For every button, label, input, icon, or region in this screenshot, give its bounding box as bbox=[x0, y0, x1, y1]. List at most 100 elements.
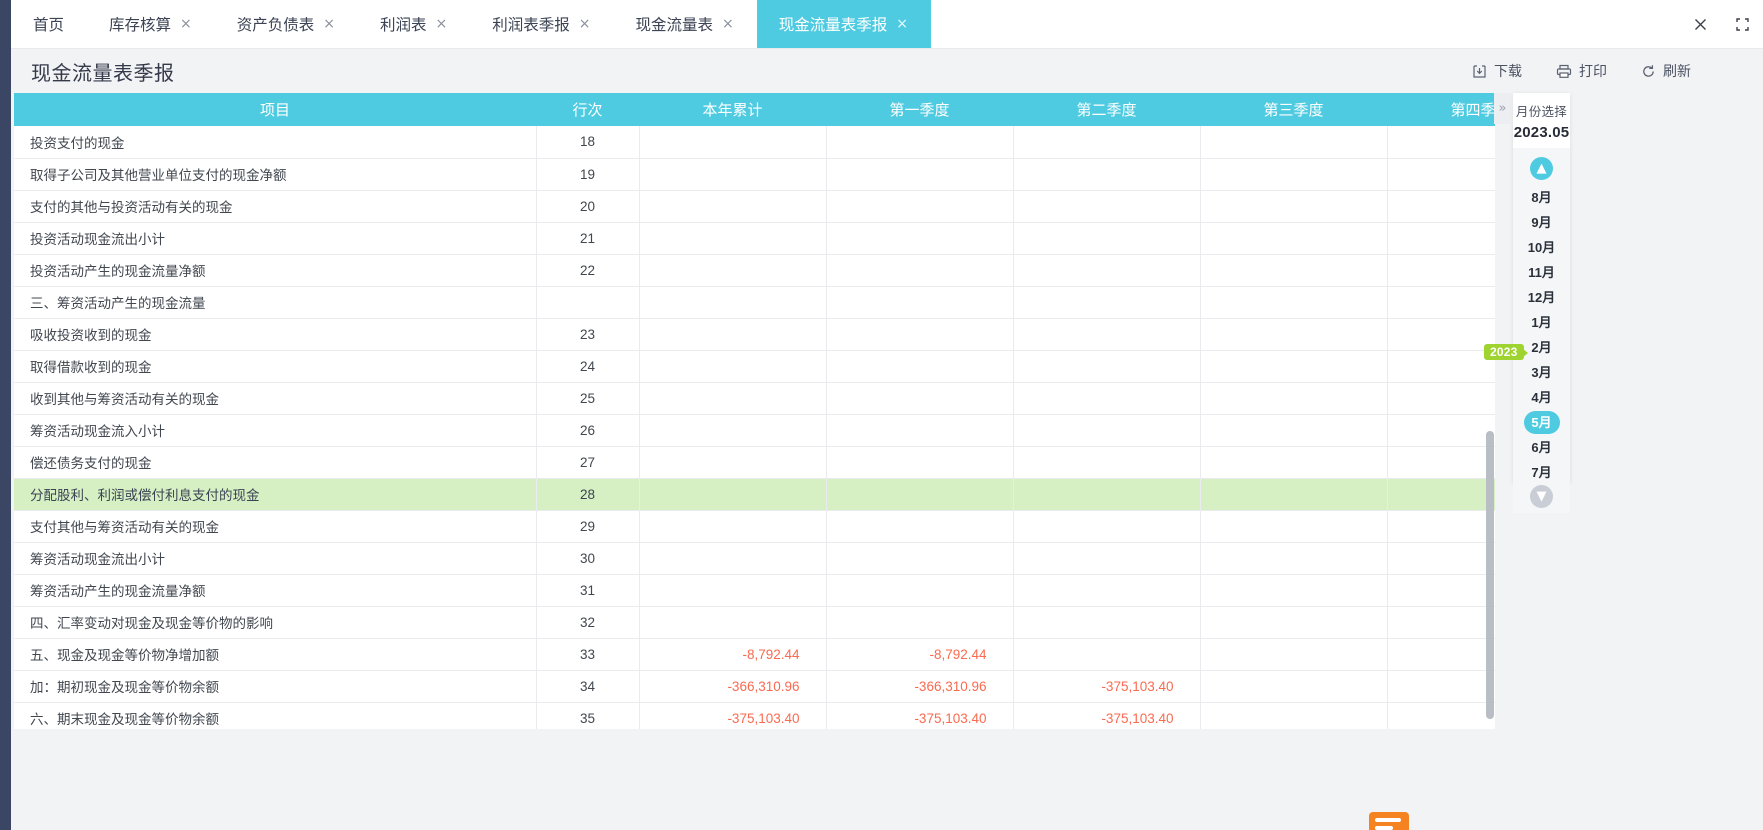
table-row[interactable]: 投资活动现金流出小计 21 bbox=[14, 222, 1495, 255]
tab-close-icon[interactable]: × bbox=[578, 16, 591, 32]
month-item-5月[interactable]: 5月 bbox=[1523, 411, 1560, 434]
cell-q1 bbox=[826, 190, 1014, 223]
table-row[interactable]: 五、现金及现金等价物净增加额 33 -8,792.44 -8,792.44 bbox=[14, 638, 1495, 671]
cell-item: 筹资活动现金流出小计 bbox=[14, 542, 537, 575]
cell-item: 支付其他与筹资活动有关的现金 bbox=[14, 510, 537, 543]
cell-q4 bbox=[1387, 542, 1495, 575]
cell-no: 35 bbox=[536, 702, 640, 729]
tab-label: 资产负债表 bbox=[236, 17, 315, 34]
cell-item: 三、筹资活动产生的现金流量 bbox=[14, 286, 537, 319]
table-row[interactable]: 取得借款收到的现金 24 bbox=[14, 350, 1495, 383]
cell-q3 bbox=[1200, 222, 1388, 255]
tab-5[interactable]: 现金流量表 × bbox=[614, 0, 757, 48]
cell-q4 bbox=[1387, 670, 1495, 703]
tab-4[interactable]: 利润表季报 × bbox=[470, 0, 613, 48]
floating-action-marker[interactable] bbox=[1369, 812, 1409, 830]
tab-close-icon[interactable]: × bbox=[722, 16, 734, 32]
tab-2[interactable]: 资产负债表 × bbox=[215, 0, 358, 48]
cell-q4 bbox=[1387, 638, 1495, 671]
table-row[interactable]: 六、期末现金及现金等价物余额 35 -375,103.40 -375,103.40 -3… bbox=[14, 702, 1495, 729]
chevron-up-icon[interactable]: ▲ bbox=[1530, 157, 1553, 180]
month-item-7月[interactable]: 7月 bbox=[1531, 465, 1552, 480]
page-title: 现金流量表季报 bbox=[31, 62, 175, 85]
month-item-10月[interactable]: 10月 bbox=[1527, 240, 1556, 255]
month-item-3月[interactable]: 3月 bbox=[1531, 365, 1552, 380]
table-row[interactable]: 加：期初现金及现金等价物余额 34 -366,310.96 -366,310.96 -3… bbox=[14, 670, 1495, 703]
cell-q1 bbox=[826, 158, 1014, 191]
cell-ytd bbox=[639, 606, 827, 639]
tab-close-icon[interactable]: × bbox=[896, 16, 909, 32]
tab-close-icon[interactable]: × bbox=[180, 16, 192, 32]
table-row[interactable]: 三、筹资活动产生的现金流量 bbox=[14, 286, 1495, 319]
month-item-12月[interactable]: 12月 bbox=[1527, 290, 1556, 305]
table-row[interactable]: 取得子公司及其他营业单位支付的现金净额 19 bbox=[14, 158, 1495, 191]
table-vertical-scrollbar[interactable] bbox=[1486, 431, 1494, 719]
page-header: 现金流量表季报 下载 bbox=[11, 49, 1763, 93]
tab-3[interactable]: 利润表 × bbox=[358, 0, 470, 48]
print-button[interactable]: 打印 bbox=[1556, 61, 1607, 81]
table-row[interactable]: 吸收投资收到的现金 23 bbox=[14, 318, 1495, 351]
header-actions: 下载 打印 刷新 bbox=[1472, 61, 1747, 81]
cell-q2: -375,103.40 bbox=[1013, 670, 1201, 703]
tab-6[interactable]: 现金流量表季报 × bbox=[756, 0, 932, 48]
month-item-8月[interactable]: 8月 bbox=[1531, 190, 1552, 205]
tab-close-icon[interactable]: × bbox=[323, 16, 336, 32]
tab-0[interactable]: 首页 bbox=[11, 0, 87, 48]
cell-q1 bbox=[826, 222, 1014, 255]
cell-q4 bbox=[1387, 190, 1495, 223]
cell-no: 28 bbox=[536, 478, 640, 511]
refresh-icon bbox=[1641, 64, 1656, 79]
cell-q4 bbox=[1387, 414, 1495, 447]
month-item-9月[interactable]: 9月 bbox=[1531, 215, 1552, 230]
cell-q2 bbox=[1013, 542, 1201, 575]
download-button[interactable]: 下载 bbox=[1472, 61, 1522, 81]
table-row[interactable]: 偿还债务支付的现金 27 bbox=[14, 446, 1495, 479]
cell-q1 bbox=[826, 286, 1014, 319]
cell-ytd bbox=[639, 254, 827, 287]
close-icon[interactable] bbox=[1679, 0, 1721, 48]
month-item-6月[interactable]: 6月 bbox=[1531, 440, 1552, 455]
table-row[interactable]: 筹资活动产生的现金流量净额 31 bbox=[14, 574, 1495, 607]
table-row[interactable]: 投资活动产生的现金流量净额 22 bbox=[14, 254, 1495, 287]
cell-q3 bbox=[1200, 414, 1388, 447]
tab-list: 首页 库存核算 × 资产负债表 × 利润表 × 利润表季报 × 现金流量表 × 现金流量表季报 × bbox=[11, 0, 1679, 48]
cell-q4 bbox=[1387, 702, 1495, 729]
cell-q3 bbox=[1200, 638, 1388, 671]
table-row[interactable]: 四、汇率变动对现金及现金等价物的影响 32 bbox=[14, 606, 1495, 639]
refresh-button[interactable]: 刷新 bbox=[1641, 61, 1691, 81]
cell-item: 投资支付的现金 bbox=[14, 126, 537, 159]
table-row[interactable]: 筹资活动现金流出小计 30 bbox=[14, 542, 1495, 575]
month-item-11月[interactable]: 11月 bbox=[1528, 265, 1555, 280]
cell-ytd bbox=[639, 318, 827, 351]
chevron-down-icon[interactable]: ▼ bbox=[1530, 485, 1553, 508]
panel-collapse-handle[interactable]: » bbox=[1494, 93, 1511, 124]
cell-ytd bbox=[639, 574, 827, 607]
cell-q2 bbox=[1013, 574, 1201, 607]
cell-q1 bbox=[826, 574, 1014, 607]
cell-ytd bbox=[639, 382, 827, 415]
cell-q2 bbox=[1013, 414, 1201, 447]
month-item-2月[interactable]: 2月 bbox=[1531, 340, 1552, 355]
tab-1[interactable]: 库存核算 × bbox=[87, 0, 215, 48]
cell-item: 筹资活动产生的现金流量净额 bbox=[14, 574, 537, 607]
cell-ytd bbox=[639, 446, 827, 479]
cell-q3 bbox=[1200, 190, 1388, 223]
report-table-container[interactable]: 项目行次本年累计第一季度第二季度第三季度第四季度 投资支付的现金18取得子公司及… bbox=[14, 93, 1495, 729]
cell-no: 19 bbox=[536, 158, 640, 191]
table-row[interactable]: 支付的其他与投资活动有关的现金 20 bbox=[14, 190, 1495, 223]
table-row[interactable]: 筹资活动现金流入小计 26 bbox=[14, 414, 1495, 447]
cell-no: 29 bbox=[536, 510, 640, 543]
table-row[interactable]: 分配股利、利润或偿付利息支付的现金 28 bbox=[14, 478, 1495, 511]
fullscreen-icon[interactable] bbox=[1721, 0, 1763, 48]
print-label: 打印 bbox=[1579, 63, 1607, 79]
month-item-1月[interactable]: 1月 bbox=[1531, 315, 1552, 330]
table-row[interactable]: 投资支付的现金 18 bbox=[14, 126, 1495, 159]
cell-item: 四、汇率变动对现金及现金等价物的影响 bbox=[14, 606, 537, 639]
cell-q4 bbox=[1387, 574, 1495, 607]
table-row[interactable]: 收到其他与筹资活动有关的现金 25 bbox=[14, 382, 1495, 415]
cell-item: 吸收投资收到的现金 bbox=[14, 318, 537, 351]
table-row[interactable]: 支付其他与筹资活动有关的现金 29 bbox=[14, 510, 1495, 543]
tab-close-icon[interactable]: × bbox=[435, 16, 448, 32]
month-item-4月[interactable]: 4月 bbox=[1531, 390, 1552, 405]
cell-q3 bbox=[1200, 606, 1388, 639]
